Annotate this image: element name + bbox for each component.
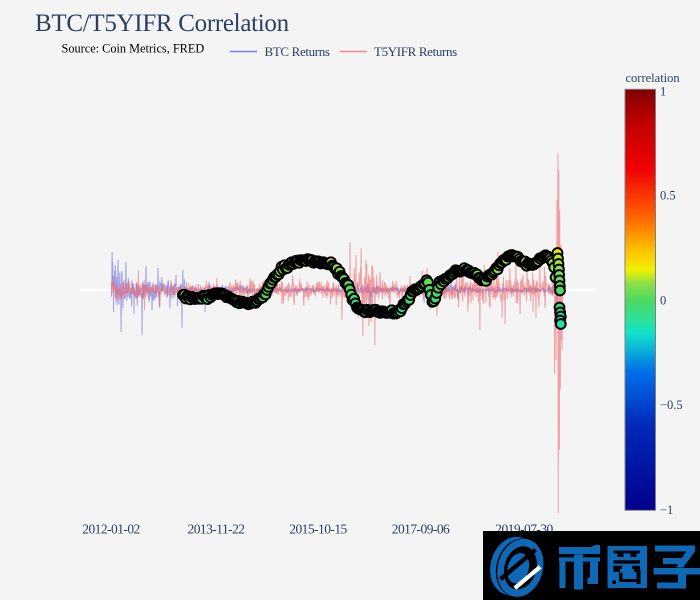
svg-text:correlation: correlation — [626, 71, 681, 85]
svg-text:Source: Coin Metrics, FRED: Source: Coin Metrics, FRED — [62, 42, 205, 56]
svg-text:2013-11-22: 2013-11-22 — [188, 521, 245, 536]
svg-text:0: 0 — [660, 293, 666, 307]
svg-text:2015-10-15: 2015-10-15 — [289, 521, 347, 536]
svg-text:2017-09-06: 2017-09-06 — [392, 521, 450, 536]
svg-text:−1: −1 — [660, 503, 673, 517]
svg-text:0.5: 0.5 — [660, 189, 676, 203]
svg-text:BTC Returns: BTC Returns — [265, 44, 330, 59]
svg-text:2012-01-02: 2012-01-02 — [82, 521, 140, 536]
svg-text:T5YIFR Returns: T5YIFR Returns — [374, 44, 457, 59]
svg-text:1: 1 — [660, 84, 666, 98]
svg-text:−0.5: −0.5 — [660, 398, 683, 412]
svg-text:BTC/T5YIFR Correlation: BTC/T5YIFR Correlation — [35, 10, 290, 37]
